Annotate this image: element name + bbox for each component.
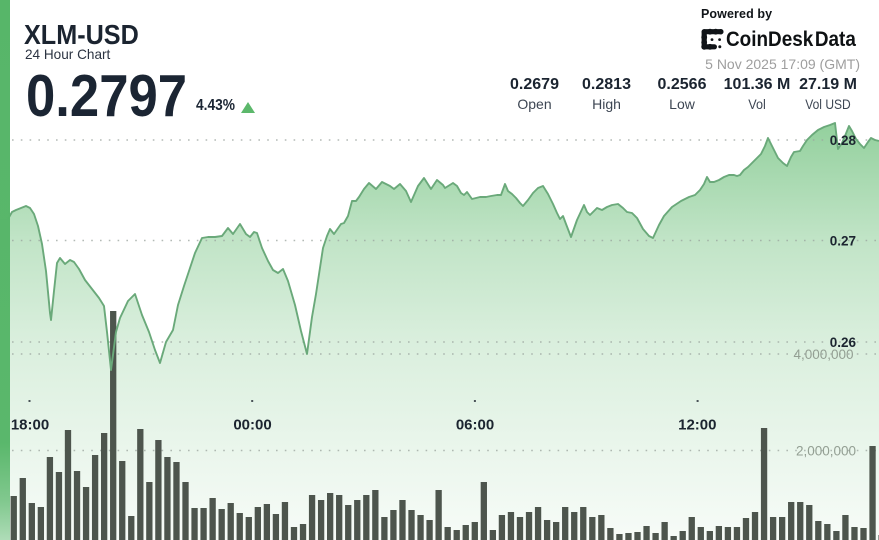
svg-text:06:00: 06:00 [456, 417, 494, 434]
svg-text:18:00: 18:00 [11, 417, 49, 434]
svg-text:0.26: 0.26 [830, 335, 857, 350]
svg-text:0.27: 0.27 [830, 234, 856, 249]
svg-text:0.28: 0.28 [830, 133, 857, 148]
svg-text:4,000,000: 4,000,000 [793, 347, 853, 362]
svg-text:2,000,000: 2,000,000 [796, 444, 856, 459]
svg-text:00:00: 00:00 [233, 417, 271, 434]
svg-text:12:00: 12:00 [678, 417, 716, 434]
